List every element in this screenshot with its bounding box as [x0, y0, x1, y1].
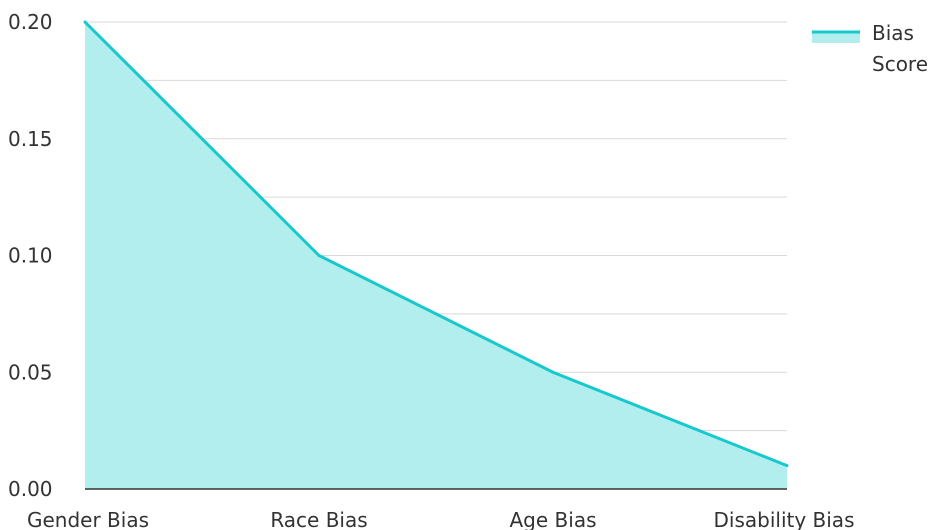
data-point-race-bias: [317, 254, 321, 257]
x-tick-label: Disability Bias: [714, 508, 855, 530]
y-tick-label: 0.00: [8, 477, 53, 501]
data-point-disability-bias: [785, 464, 789, 468]
y-tick-label: 0.15: [8, 127, 53, 151]
legend-label-line-2: Score: [872, 52, 928, 76]
x-tick-label: Gender Bias: [27, 508, 149, 530]
series-line: [83, 20, 788, 468]
y-tick-label: 0.05: [8, 360, 53, 384]
legend-label-line-1: Bias: [872, 21, 914, 45]
data-point-gender-bias: [83, 20, 87, 24]
y-tick-label: 0.20: [8, 10, 53, 34]
x-axis-ticks: Gender Bias Race Bias Age Bias Disability B…: [27, 508, 855, 530]
data-point-age-bias: [551, 370, 555, 374]
area-fill: [85, 22, 787, 489]
x-tick-label: Race Bias: [270, 508, 367, 530]
y-tick-label: 0.10: [8, 244, 53, 268]
x-tick-label: Age Bias: [510, 508, 597, 530]
legend-swatch: [812, 31, 860, 43]
y-axis-ticks: 0.00 0.05 0.10 0.15 0.20: [8, 10, 53, 501]
legend: Bias Score: [812, 21, 928, 76]
